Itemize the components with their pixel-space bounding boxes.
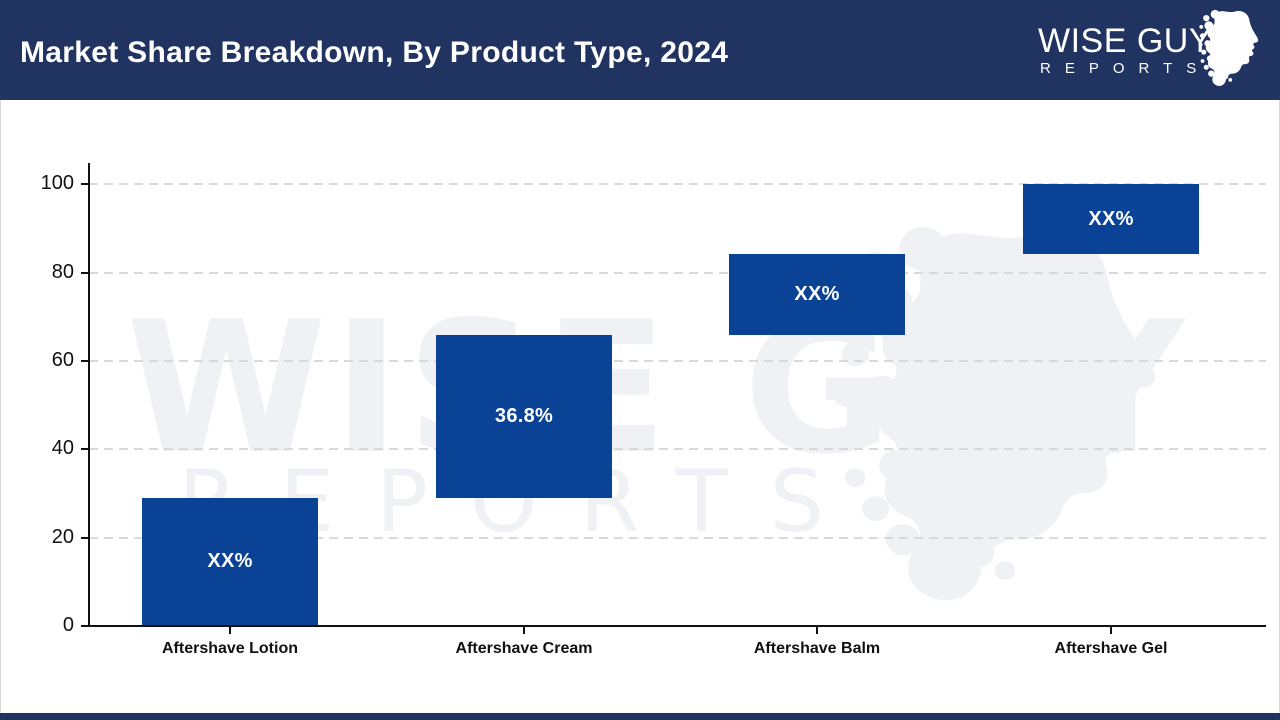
bar: XX% (1023, 184, 1199, 255)
y-tick-mark (81, 359, 88, 362)
y-tick-mark (81, 625, 88, 627)
x-tick-mark (229, 627, 231, 634)
y-tick-label: 60 (51, 348, 74, 371)
y-tick-label: 80 (51, 260, 74, 283)
footer-bar (0, 713, 1280, 720)
grid-line (89, 271, 1266, 274)
y-tick-mark (81, 536, 88, 539)
y-tick-mark (81, 271, 88, 274)
x-tick-label: Aftershave Balm (753, 640, 881, 657)
y-tick-mark (81, 183, 88, 186)
grid-line (89, 183, 1266, 186)
bar-value-label: 36.8% (494, 405, 554, 428)
y-tick-mark (81, 448, 88, 451)
x-axis-line (88, 625, 1266, 627)
bar-value-label: XX% (1088, 207, 1134, 230)
y-tick-label: 20 (51, 525, 74, 548)
x-tick-label: Aftershave Gel (1054, 640, 1168, 657)
bar: XX% (142, 497, 318, 626)
grid-line (89, 359, 1266, 362)
bar-value-label: XX% (794, 283, 840, 306)
grid-line (89, 448, 1266, 451)
brand-logo: WISE GUY REPORTS (1038, 0, 1278, 100)
x-tick-label: Aftershave Cream (455, 640, 593, 657)
x-tick-label: Aftershave Lotion (161, 640, 298, 657)
header: Market Share Breakdown, By Product Type,… (0, 0, 1280, 100)
x-tick-mark (523, 627, 525, 634)
x-tick-mark (816, 627, 818, 634)
brand-name: WISE GUY (1038, 22, 1213, 60)
bar: XX% (729, 254, 905, 336)
y-tick-label: 100 (40, 172, 74, 195)
bar: 36.8% (436, 335, 612, 498)
page-title: Market Share Breakdown, By Product Type,… (20, 36, 729, 69)
grid-line (89, 536, 1266, 539)
x-tick-mark (1110, 627, 1112, 634)
y-tick-label: 0 (62, 614, 74, 636)
brand-subname: REPORTS (1040, 60, 1211, 77)
bar-value-label: XX% (207, 550, 253, 573)
y-axis-line (88, 163, 90, 627)
y-tick-label: 40 (51, 437, 74, 460)
